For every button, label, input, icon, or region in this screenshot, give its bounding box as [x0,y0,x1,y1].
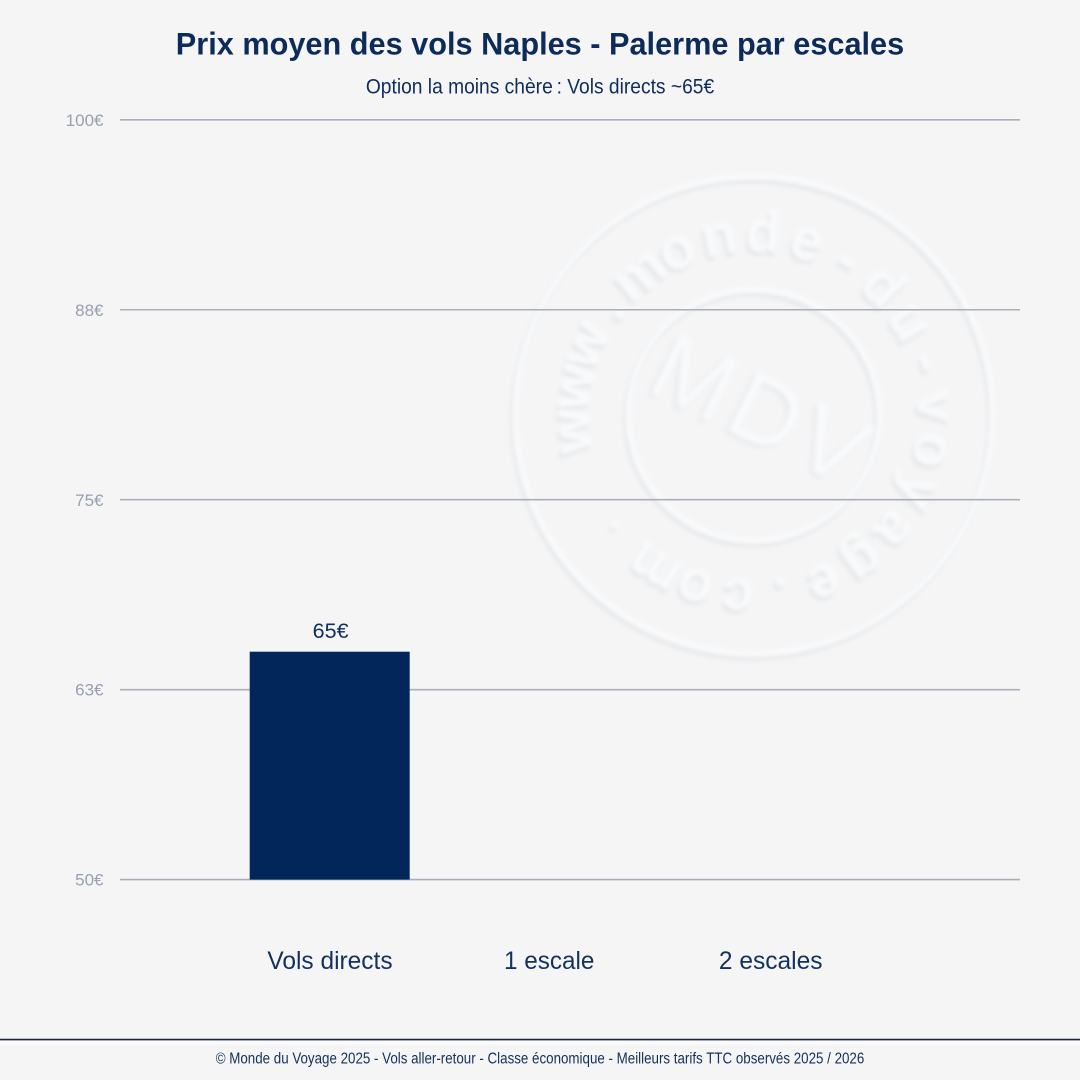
svg-text:88€: 88€ [75,301,104,320]
svg-text:w: w [537,358,609,415]
svg-text:1 escale: 1 escale [504,947,594,975]
svg-text:c: c [719,564,757,632]
svg-text:w: w [537,405,606,457]
svg-text:© Monde du Voyage 2025 - Vols: © Monde du Voyage 2025 - Vols aller-reto… [216,1050,865,1067]
svg-text:d: d [744,198,783,265]
svg-text:75€: 75€ [75,491,104,510]
svg-text:50€: 50€ [75,871,104,890]
svg-text:Prix moyen des vols Naples - P: Prix moyen des vols Naples - Palerme par… [176,26,904,62]
svg-text:2 escales: 2 escales [719,947,823,975]
svg-text:65€: 65€ [313,619,349,643]
svg-text:Vols directs: Vols directs [267,947,392,975]
svg-text:63€: 63€ [75,681,104,700]
svg-text:100€: 100€ [66,111,104,130]
svg-text:v: v [904,388,971,424]
svg-text:Option la moins chère : Vols d: Option la moins chère : Vols directs ~65… [366,75,715,98]
